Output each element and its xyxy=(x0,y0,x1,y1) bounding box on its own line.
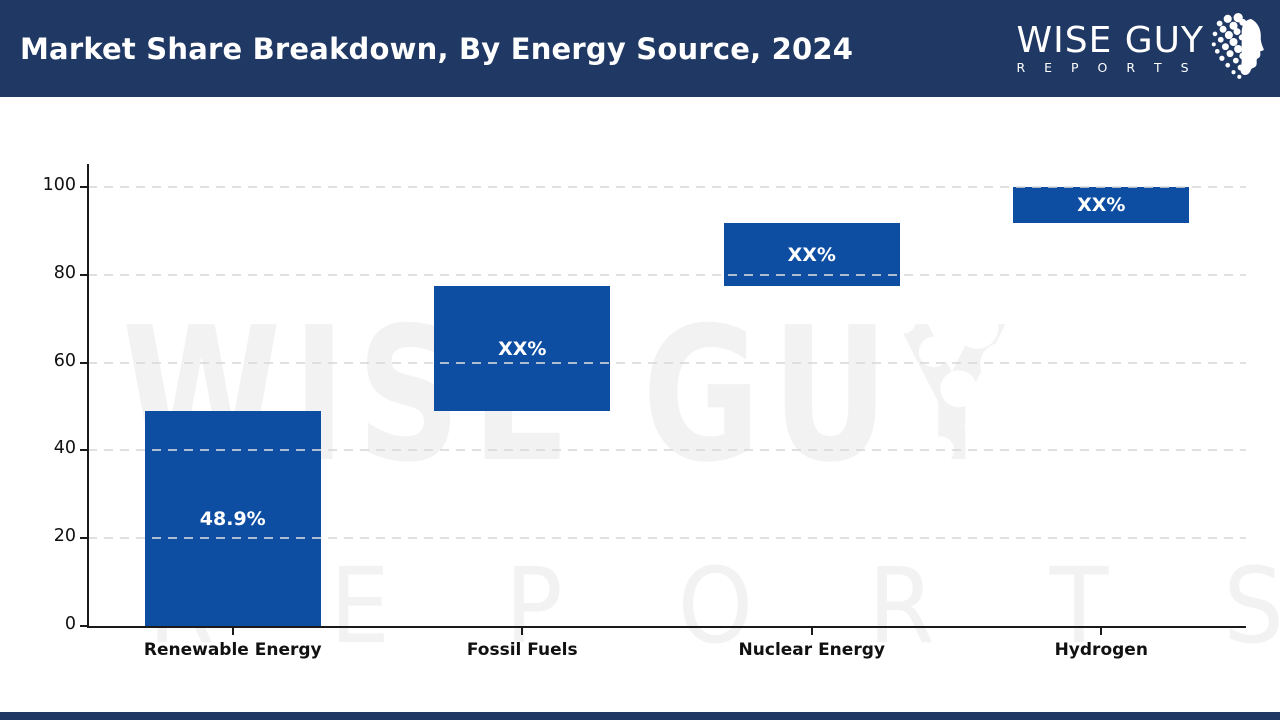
bar-value-label: XX% xyxy=(498,337,547,360)
y-tick-label-80: 80 xyxy=(53,262,76,283)
footer-bar xyxy=(0,712,1280,720)
bar-hydrogen: XX% xyxy=(1013,187,1190,223)
waterfall-chart: WISE GUY R E P O R T S 0 20 40 60 80 100 48.9%… xyxy=(0,97,1280,712)
y-tickmark-80 xyxy=(80,273,88,276)
logo-wordmark: WISE GUY xyxy=(1016,19,1204,61)
page-title: Market Share Breakdown, By Energy Source… xyxy=(20,31,854,66)
bar-value-label: XX% xyxy=(1077,193,1126,216)
x-tickmark-0 xyxy=(231,628,234,635)
gridline-60 xyxy=(88,361,1246,364)
x-axis xyxy=(87,626,1246,628)
wise-guy-logo: WISE GUY R E P O R T S xyxy=(1017,11,1280,87)
logo-reports-label: R E P O R T S xyxy=(1016,60,1197,76)
gridline-100 xyxy=(88,186,1246,188)
y-tick-label-0: 0 xyxy=(64,614,76,634)
bar-fossil-fuels: XX% xyxy=(434,286,611,412)
y-tick-label-100: 100 xyxy=(42,175,76,195)
gridline-20 xyxy=(88,537,1246,540)
x-category-label: Nuclear Energy xyxy=(738,640,885,660)
bar-value-label: XX% xyxy=(787,243,836,266)
y-tickmark-100 xyxy=(80,186,88,188)
header-bar: Market Share Breakdown, By Energy Source… xyxy=(0,0,1280,97)
bar-nuclear-energy: XX% xyxy=(723,222,900,287)
y-tickmark-60 xyxy=(80,361,88,364)
bar-value-label: 48.9% xyxy=(199,507,266,530)
y-tick-label-20: 20 xyxy=(53,526,76,547)
logo-text: WISE GUY R E P O R T S xyxy=(1016,19,1205,76)
watermark-reports: R E P O R T S xyxy=(148,545,1280,667)
x-category-label: Renewable Energy xyxy=(143,640,322,660)
x-category-label: Hydrogen xyxy=(1054,640,1148,660)
watermark-face-icon xyxy=(886,217,1162,559)
x-tickmark-1 xyxy=(521,628,524,635)
face-profile-icon xyxy=(1211,12,1264,79)
x-category-label: Fossil Fuels xyxy=(466,640,578,660)
gridline-40 xyxy=(88,449,1246,452)
y-tick-label-60: 60 xyxy=(53,350,76,371)
x-tickmark-3 xyxy=(1100,628,1103,635)
y-tickmark-0 xyxy=(80,625,88,627)
y-tick-label-40: 40 xyxy=(53,438,76,459)
gridline-80 xyxy=(88,273,1246,276)
bar-renewable-energy: 48.9% xyxy=(144,411,321,626)
y-tickmark-20 xyxy=(80,537,88,540)
y-tickmark-40 xyxy=(80,449,88,452)
y-axis xyxy=(87,164,89,628)
x-tickmark-2 xyxy=(810,628,813,635)
